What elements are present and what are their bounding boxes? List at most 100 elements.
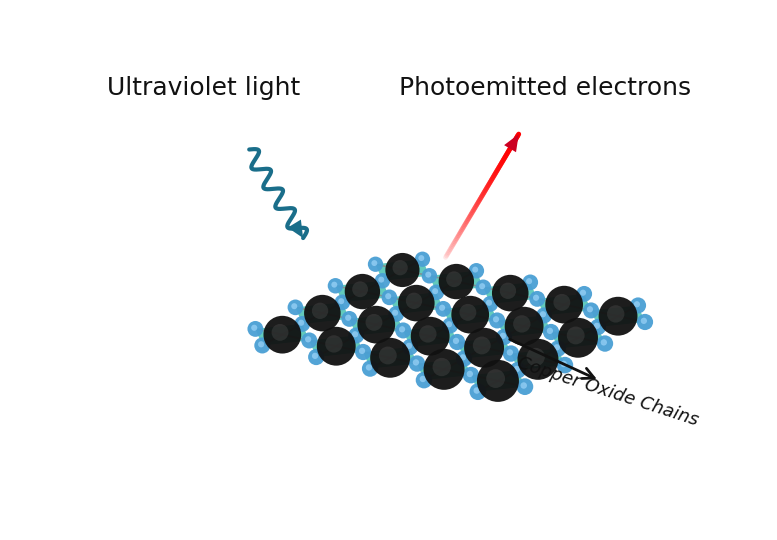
Point <box>472 387 484 396</box>
Point <box>368 259 381 267</box>
Point <box>288 302 301 310</box>
Point <box>316 309 329 318</box>
Point <box>585 306 598 315</box>
Point <box>415 254 427 262</box>
Polygon shape <box>471 370 525 392</box>
Point <box>631 300 643 308</box>
Point <box>476 282 489 291</box>
Polygon shape <box>443 304 497 326</box>
Point <box>342 313 354 322</box>
Point <box>448 275 460 284</box>
Point <box>639 318 651 326</box>
Polygon shape <box>403 326 457 347</box>
Point <box>308 352 321 360</box>
Point <box>490 315 502 323</box>
Point <box>477 283 490 292</box>
Point <box>517 381 530 390</box>
Point <box>314 307 326 315</box>
Point <box>484 300 497 308</box>
Point <box>397 326 409 335</box>
Point <box>328 280 340 289</box>
Point <box>545 328 557 336</box>
Point <box>274 328 286 337</box>
Polygon shape <box>417 359 471 380</box>
Point <box>402 341 415 350</box>
Point <box>516 320 528 328</box>
Point <box>497 332 509 340</box>
Point <box>410 299 423 307</box>
Point <box>584 305 596 314</box>
Point <box>537 310 549 319</box>
Point <box>437 365 450 374</box>
Point <box>289 303 301 312</box>
Point <box>335 297 347 306</box>
Point <box>444 321 456 330</box>
Polygon shape <box>309 335 363 357</box>
Polygon shape <box>537 294 591 315</box>
Point <box>451 338 463 346</box>
Point <box>599 339 611 348</box>
Point <box>464 370 476 379</box>
Point <box>389 308 402 317</box>
Point <box>383 293 395 302</box>
Point <box>396 266 409 274</box>
Point <box>435 363 448 372</box>
Point <box>638 316 650 325</box>
Point <box>464 310 476 319</box>
Point <box>556 298 568 307</box>
Point <box>336 298 349 307</box>
Point <box>519 382 531 391</box>
Point <box>544 327 556 335</box>
Point <box>558 360 570 368</box>
Point <box>572 333 584 342</box>
Point <box>303 336 315 345</box>
Point <box>609 309 622 318</box>
Point <box>478 343 490 352</box>
Point <box>450 336 462 345</box>
Polygon shape <box>497 315 551 337</box>
Point <box>408 296 420 305</box>
Point <box>469 265 482 274</box>
Point <box>436 303 448 312</box>
Polygon shape <box>389 292 443 314</box>
Polygon shape <box>591 306 645 327</box>
Point <box>411 359 423 368</box>
Polygon shape <box>375 259 430 281</box>
Point <box>529 353 542 361</box>
Point <box>395 325 408 334</box>
Point <box>418 376 430 384</box>
Point <box>471 386 483 395</box>
Point <box>302 335 315 343</box>
Point <box>518 322 531 330</box>
Point <box>310 353 322 361</box>
Point <box>350 331 362 340</box>
Text: Photoemitted electrons: Photoemitted electrons <box>399 76 692 100</box>
Polygon shape <box>256 324 309 346</box>
Point <box>404 343 416 352</box>
Point <box>510 364 523 373</box>
Point <box>330 342 343 350</box>
Point <box>354 285 366 294</box>
Point <box>505 349 517 358</box>
Point <box>357 348 369 356</box>
Point <box>422 329 434 338</box>
Point <box>429 287 441 295</box>
Point <box>295 319 308 327</box>
Point <box>423 272 436 280</box>
Text: Ultraviolet light: Ultraviolet light <box>106 76 300 100</box>
Polygon shape <box>287 220 303 238</box>
Point <box>363 363 375 372</box>
Point <box>382 351 394 360</box>
Point <box>530 293 542 302</box>
Point <box>492 376 504 385</box>
Point <box>470 266 483 275</box>
Point <box>364 364 376 373</box>
Point <box>523 277 535 286</box>
Point <box>503 348 516 357</box>
Polygon shape <box>457 337 511 359</box>
Point <box>450 277 462 286</box>
Point <box>437 305 449 313</box>
Point <box>382 292 395 300</box>
Point <box>416 375 429 383</box>
Point <box>409 358 422 367</box>
